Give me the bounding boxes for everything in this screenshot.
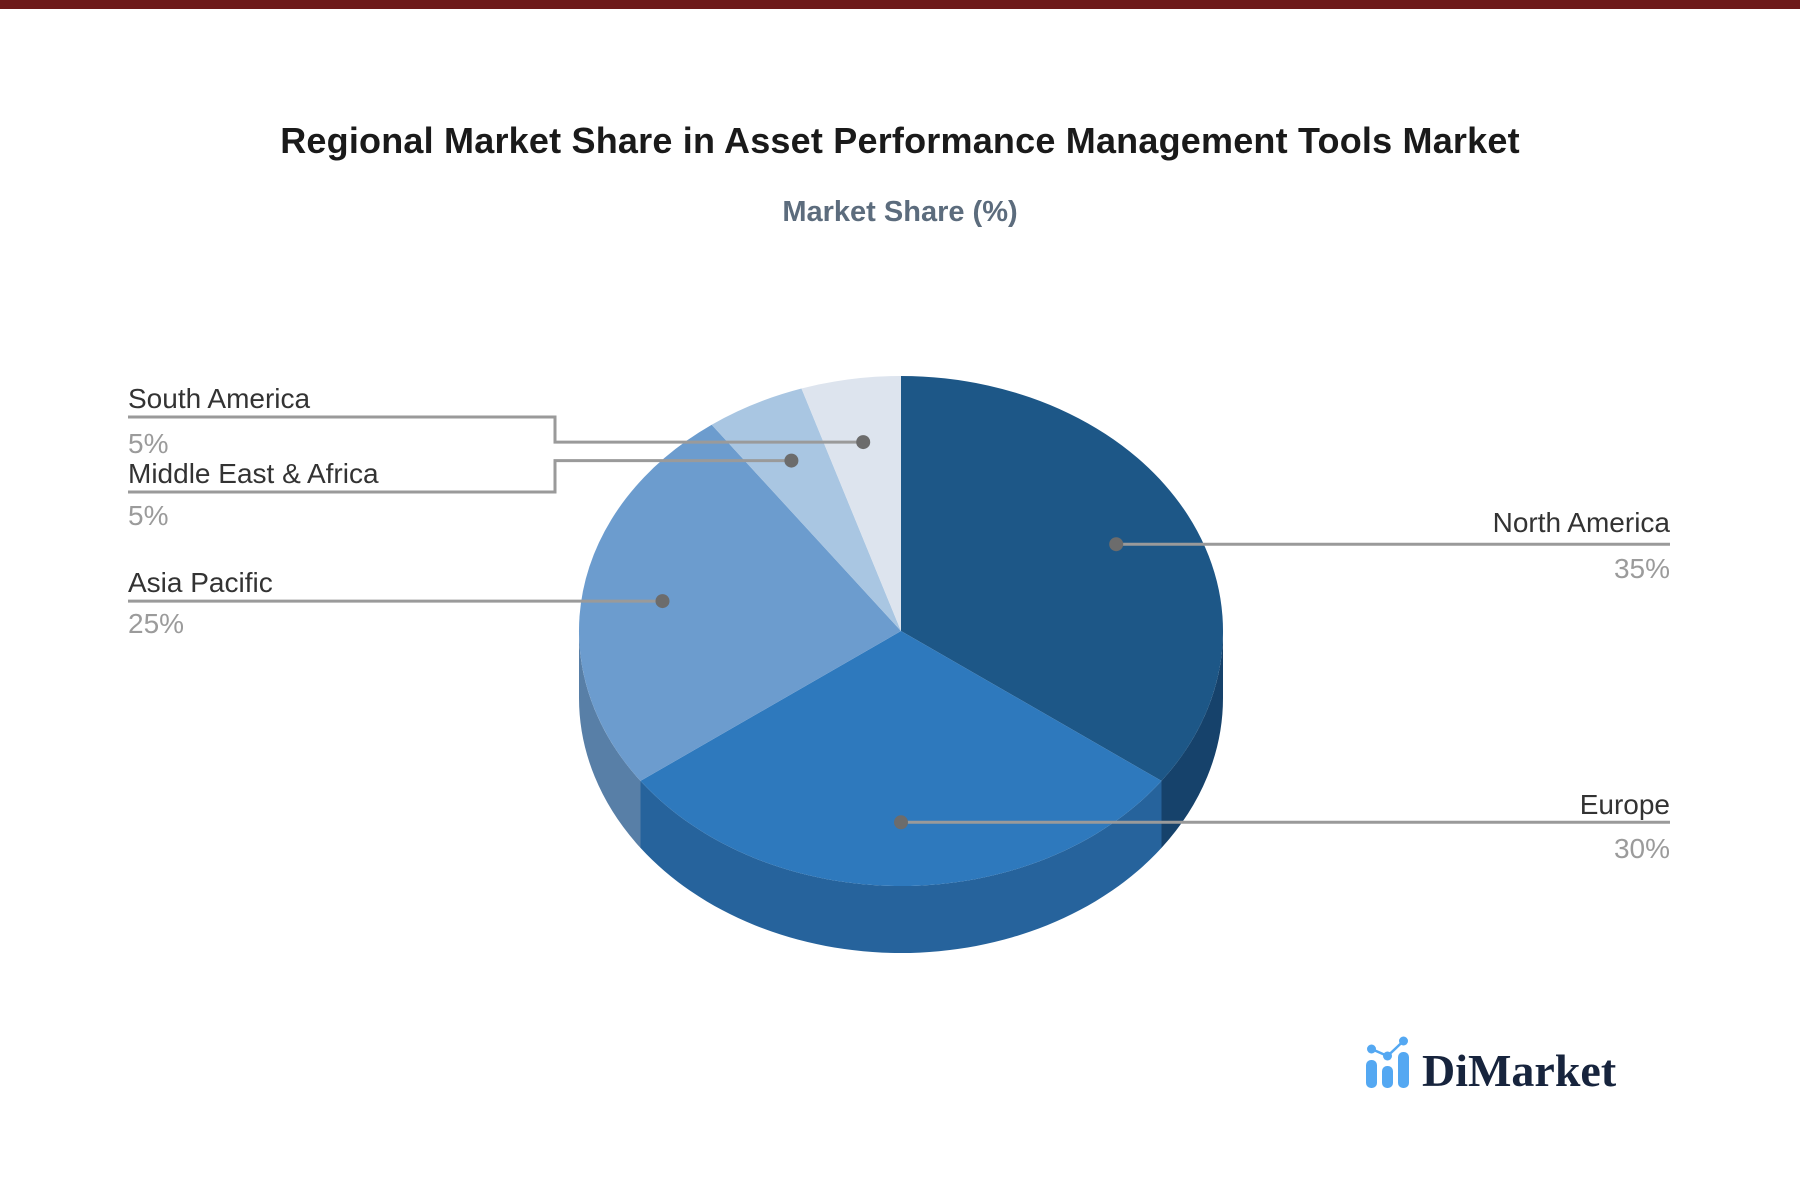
leader-dot-europe [894, 815, 908, 830]
leader-dot-north-america [1109, 537, 1124, 552]
pie-slice-side-asia-pacific [579, 631, 641, 848]
pie-slice-north-america [901, 376, 1224, 781]
pie-slice-side-europe [640, 780, 1162, 954]
slice-label-middle-east-africa: Middle East & Africa [128, 458, 379, 489]
slice-value-middle-east-africa: 5% [128, 500, 169, 531]
leader-dot-middle-east-and-africa [784, 453, 799, 468]
pie-slice-asia-pacific [578, 424, 901, 781]
leader-dot-asia-pacific [655, 594, 670, 609]
slice-value-asia-pacific: 25% [128, 608, 185, 639]
brand-logo-text: DiMarket [1422, 1045, 1617, 1096]
pie-slice-side-north-america [1161, 631, 1224, 848]
slice-value-south-america: 5% [128, 428, 169, 459]
top-border [0, 0, 1800, 9]
bar-chart-logo-icon [1366, 1036, 1409, 1088]
chart-title: Regional Market Share in Asset Performan… [280, 120, 1520, 161]
brand-logo: DiMarket [1362, 1036, 1682, 1096]
slice-label-north-america: North America [1492, 507, 1670, 538]
chart-subtitle: Market Share (%) [782, 196, 1018, 228]
slice-label-asia-pacific: Asia Pacific [128, 567, 273, 598]
leader-line-south-america [128, 415, 864, 444]
pie-slice-middle-east-and-africa [711, 388, 901, 631]
leader-dot-south-america [856, 435, 871, 450]
pie-slice-south-america [801, 376, 901, 631]
slice-label-europe: Europe [1579, 789, 1670, 820]
slice-label-south-america: South America [128, 383, 311, 414]
slice-value-north-america: 35% [1613, 553, 1670, 584]
leader-line-middle-east-and-africa [128, 459, 792, 494]
slice-value-europe: 30% [1613, 833, 1670, 864]
